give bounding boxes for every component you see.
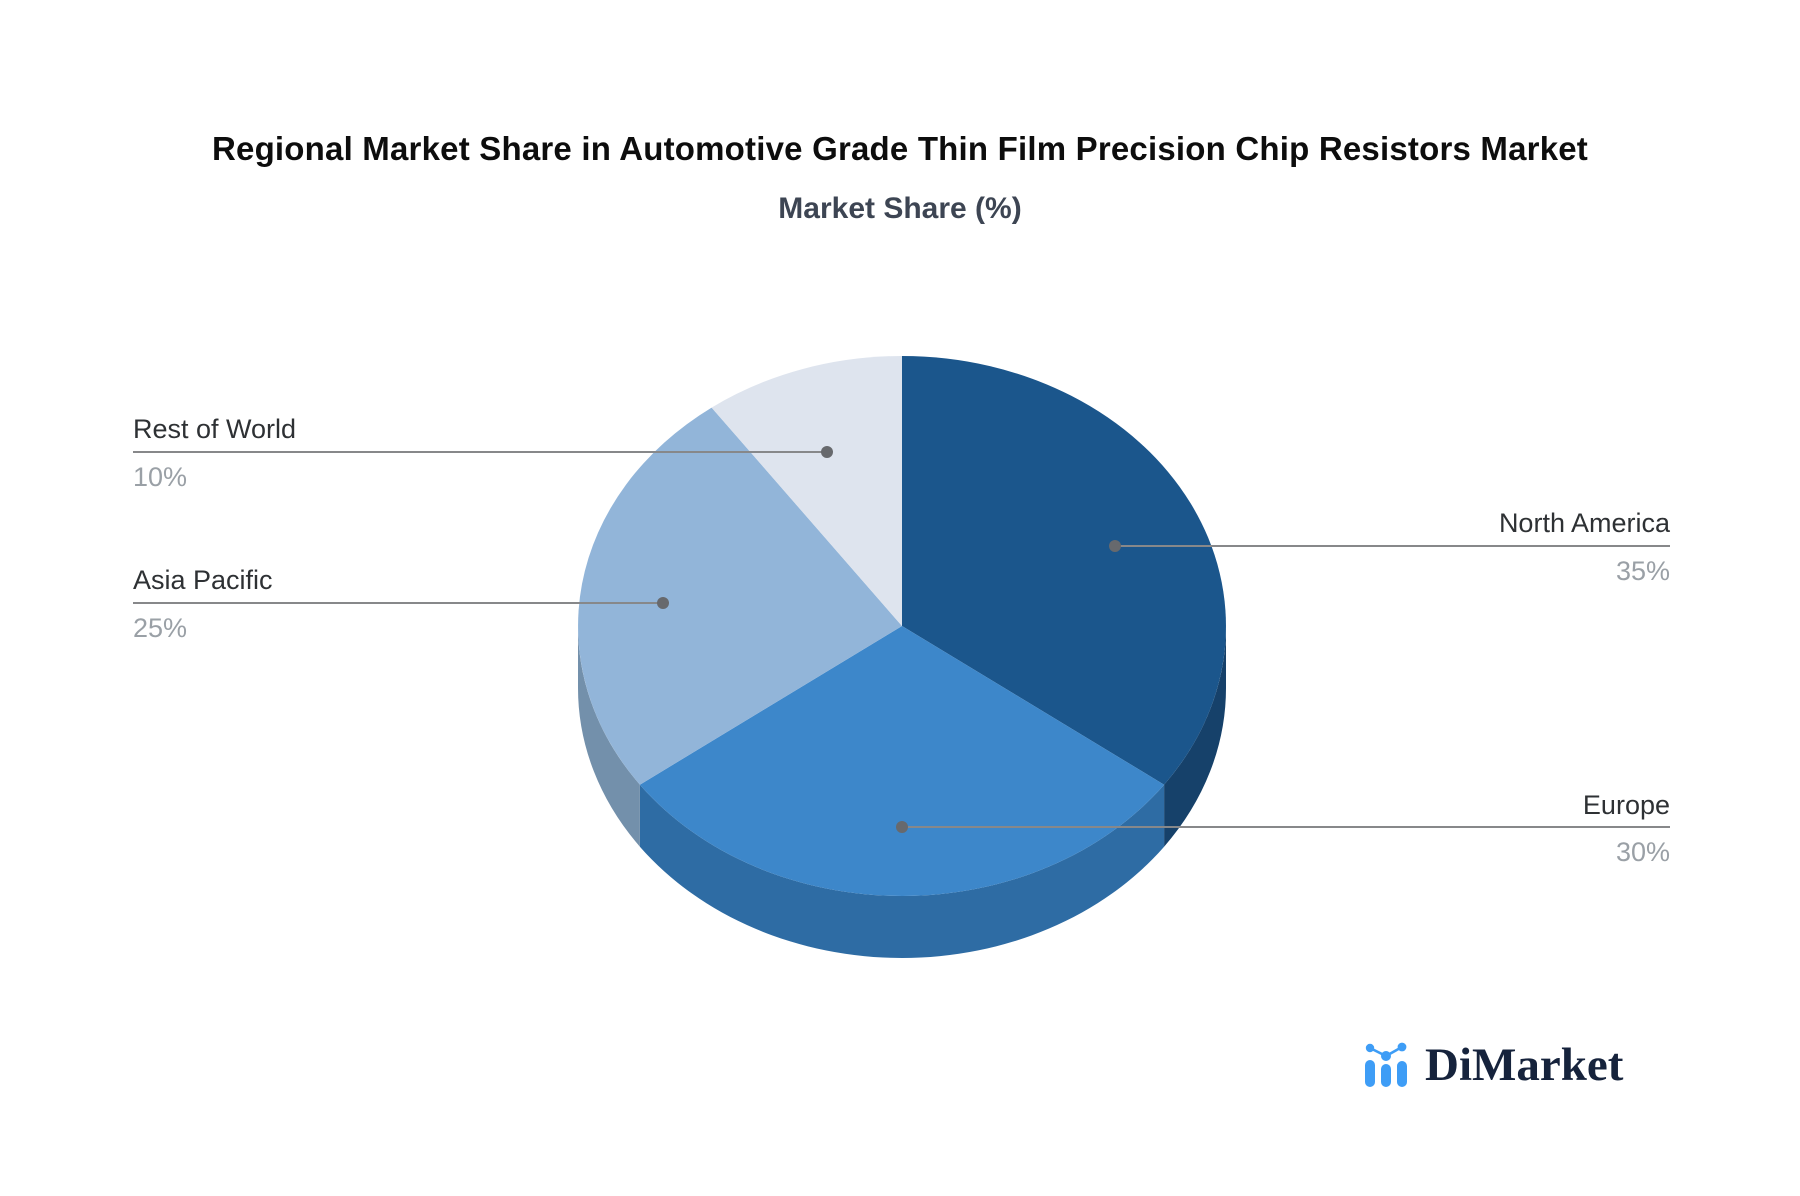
callout-label: Rest of World [133, 414, 297, 444]
pie-slice-north-america [902, 356, 1226, 785]
pie-wall-asia-pacific [578, 626, 640, 847]
callout-label: North America [1498, 508, 1670, 538]
pie-slice-rest-of-world [711, 356, 902, 626]
callout-value: 25% [133, 613, 188, 643]
callout-rest-of-world-value: 10% [133, 461, 187, 493]
leader-dot-rest-of-world [821, 446, 833, 458]
callout-value: 10% [133, 462, 188, 492]
pie-wall-north-america [1164, 626, 1226, 847]
callout-europe-value: 30% [1616, 836, 1670, 868]
pie-slice-asia-pacific [578, 407, 902, 785]
chart-title: Regional Market Share in Automotive Grad… [211, 130, 1588, 167]
logo-text: DiMarket [1425, 1039, 1624, 1092]
leader-dot-asia-pacific [657, 597, 669, 609]
callout-asia-pacific-value: 25% [133, 612, 187, 644]
dimarket-logo: DiMarket [1360, 1040, 1623, 1092]
pie-slices [578, 356, 1226, 896]
callout-north-america: North America [1499, 507, 1670, 539]
leader-lines [133, 451, 1670, 828]
leader-dots [657, 446, 1121, 833]
callout-value: 30% [1615, 837, 1670, 867]
callout-label: Europe [1582, 790, 1670, 820]
leader-dot-europe [896, 821, 908, 833]
callout-value: 35% [1615, 556, 1670, 586]
leader-dot-north-america [1109, 540, 1121, 552]
callout-asia-pacific: Asia Pacific [133, 564, 273, 596]
callout-europe: Europe [1583, 789, 1670, 821]
callout-north-america-value: 35% [1616, 555, 1670, 587]
pie-wall-europe [639, 784, 1165, 958]
bar-chart-trend-icon [1365, 1042, 1407, 1087]
pie-slice-europe [639, 626, 1165, 896]
callout-rest-of-world: Rest of World [133, 413, 296, 445]
pie-depth-walls [578, 626, 1226, 958]
chart-subtitle: Market Share (%) [778, 192, 1022, 225]
callout-label: Asia Pacific [133, 565, 273, 595]
